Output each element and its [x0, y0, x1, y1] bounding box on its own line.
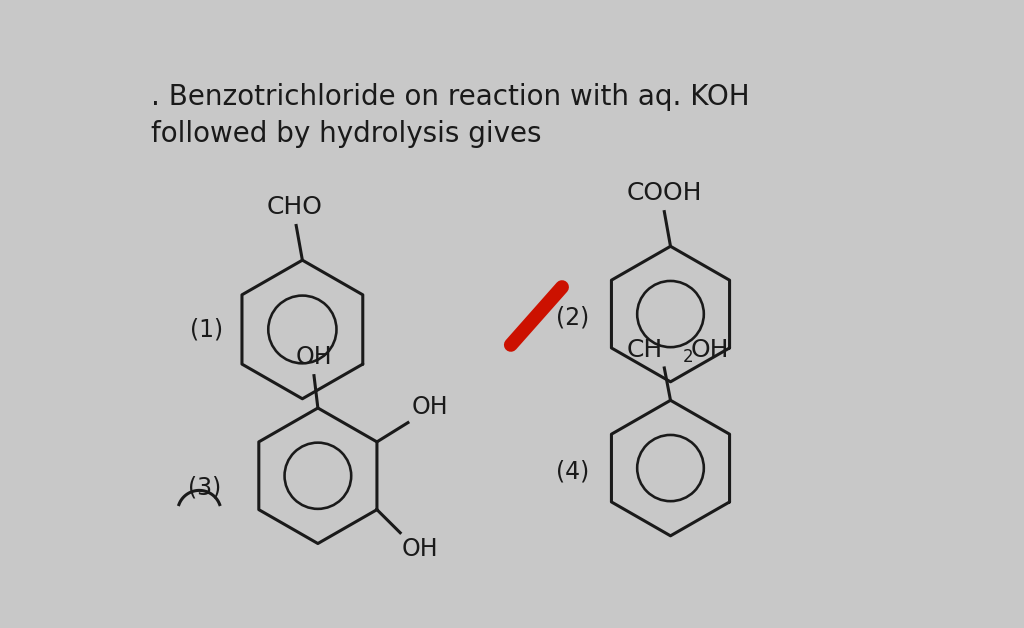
Text: (2): (2) [556, 306, 589, 330]
Text: . Benzotrichloride on reaction with aq. KOH: . Benzotrichloride on reaction with aq. … [152, 83, 750, 111]
Text: (4): (4) [556, 460, 589, 484]
Text: OH: OH [296, 345, 333, 369]
Text: OH: OH [412, 395, 449, 419]
Text: CHO: CHO [266, 195, 323, 219]
Text: OH: OH [690, 338, 729, 362]
Text: (3): (3) [187, 475, 221, 499]
Text: followed by hydrolysis gives: followed by hydrolysis gives [152, 120, 542, 148]
Text: (1): (1) [190, 318, 223, 342]
Text: OH: OH [401, 536, 438, 561]
Text: 2: 2 [683, 349, 693, 366]
Text: CH: CH [627, 338, 663, 362]
Text: COOH: COOH [627, 181, 702, 205]
